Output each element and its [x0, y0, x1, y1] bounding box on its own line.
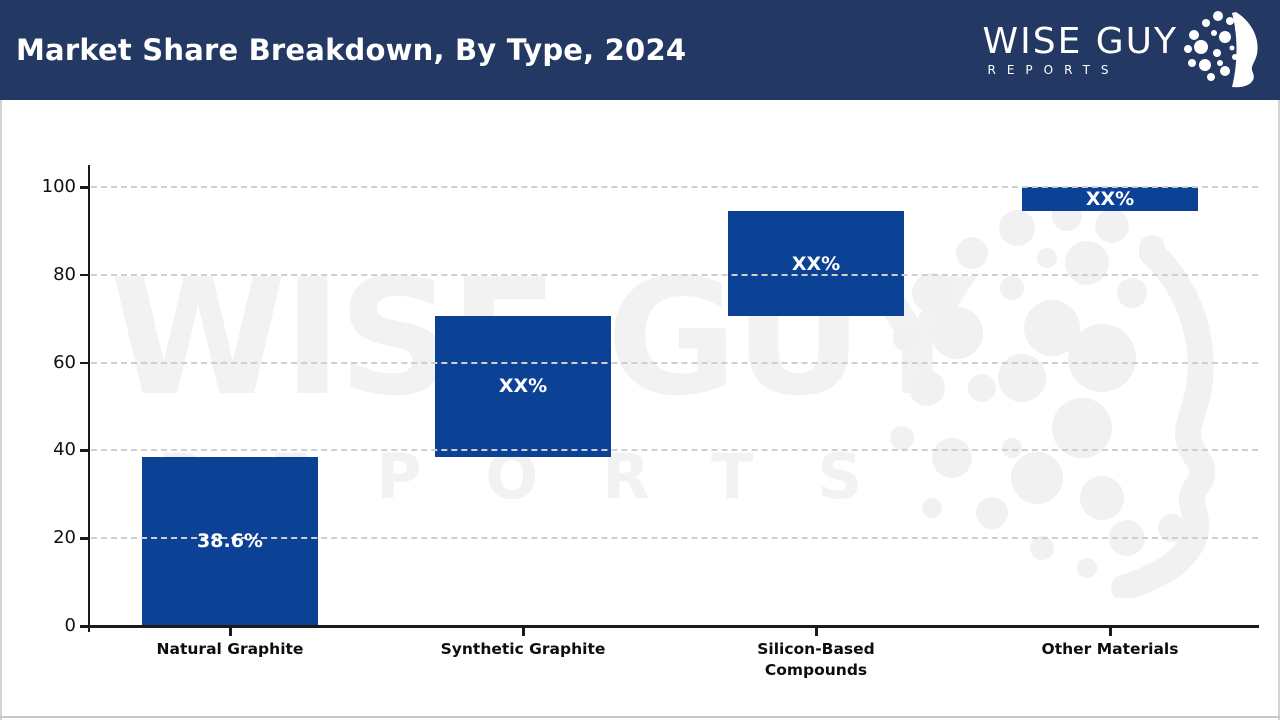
- y-tick-label-40: 40: [53, 439, 76, 461]
- x-tick-synthetic-graphite: [522, 627, 525, 636]
- x-label-synthetic-graphite: Synthetic Graphite: [440, 640, 606, 658]
- y-tick-label-100: 100: [41, 176, 76, 197]
- head-profile-icon: [1180, 8, 1264, 92]
- y-tick-80: [80, 273, 88, 277]
- x-tick-silicon-based-compounds: [815, 627, 818, 636]
- x-tick-other-materials: [1109, 627, 1112, 636]
- y-axis-line: [87, 165, 90, 632]
- bar-label-other-materials: XX%: [1085, 188, 1135, 211]
- y-tick-label-0: 0: [64, 615, 76, 636]
- bar-natural-graphite: [142, 456, 318, 626]
- y-tick-label-60: 60: [53, 351, 76, 373]
- gridline-80: [91, 273, 1258, 276]
- x-tick-natural-graphite: [229, 627, 232, 636]
- canvas-right-border: [1278, 100, 1280, 720]
- y-tick-0: [80, 625, 88, 628]
- gridline-60: [91, 361, 1258, 364]
- x-label-other-materials: Other Materials: [1041, 640, 1179, 658]
- y-tick-label-20: 20: [53, 527, 76, 549]
- gridline-40: [91, 449, 1258, 452]
- wise-guy-logo: WISE GUY REPORTS: [983, 8, 1265, 92]
- x-label-natural-graphite: Natural Graphite: [156, 640, 304, 658]
- bar-label-silicon-based-compounds: XX%: [791, 252, 841, 275]
- y-tick-40: [80, 449, 88, 452]
- y-tick-20: [80, 537, 88, 540]
- x-label-silicon-based-compounds: Silicon-Based Compounds: [757, 640, 875, 679]
- bar-synthetic-graphite: [435, 316, 611, 457]
- bar-silicon-based-compounds: [728, 211, 904, 317]
- gridline-100: [91, 186, 1258, 188]
- y-tick-label-80: 80: [53, 263, 76, 285]
- x-axis-line: [87, 625, 1259, 628]
- page-title: Market Share Breakdown, By Type, 2024: [16, 33, 687, 67]
- watermark-head-profile-icon: [872, 198, 1232, 602]
- logo-subtitle: REPORTS: [987, 62, 1120, 77]
- logo-wordmark: WISE GUY: [982, 20, 1178, 62]
- canvas-left-border: [0, 100, 2, 720]
- canvas-bottom-border: [0, 716, 1280, 718]
- bar-other-materials: [1022, 187, 1198, 212]
- bar-label-synthetic-graphite: XX%: [498, 375, 548, 398]
- bar-label-natural-graphite: 38.6%: [197, 530, 263, 553]
- gridline-20: [91, 537, 1258, 540]
- y-tick-60: [80, 361, 88, 365]
- y-tick-100: [80, 186, 88, 189]
- logo-text: WISE GUY REPORTS: [982, 20, 1179, 77]
- header-bar: Market Share Breakdown, By Type, 2024 WI…: [0, 0, 1280, 100]
